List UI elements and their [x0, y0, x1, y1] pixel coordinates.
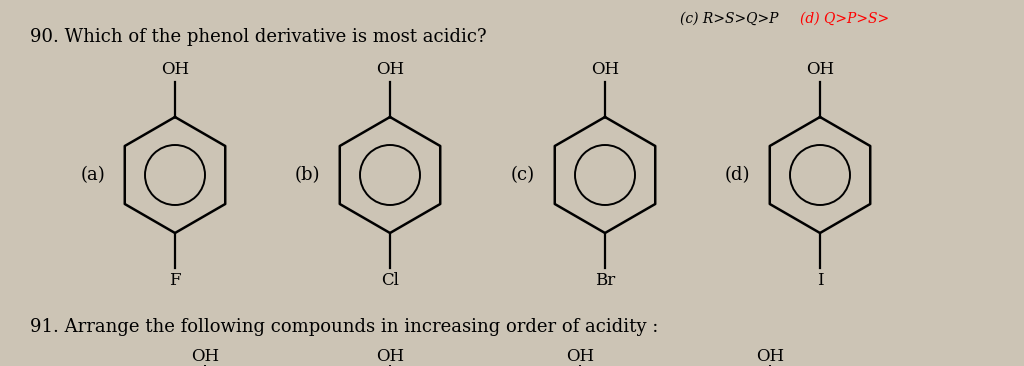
Text: (c): (c) — [511, 166, 535, 184]
Text: Cl: Cl — [381, 272, 399, 289]
Text: (c) R>S>Q>P: (c) R>S>Q>P — [680, 12, 778, 26]
Text: Br: Br — [595, 272, 615, 289]
Text: OH: OH — [591, 61, 620, 78]
Text: OH: OH — [190, 348, 219, 365]
Text: (b): (b) — [295, 166, 319, 184]
Text: OH: OH — [376, 348, 404, 365]
Text: OH: OH — [806, 61, 835, 78]
Text: I: I — [817, 272, 823, 289]
Text: (d) Q>P>S>: (d) Q>P>S> — [800, 12, 889, 26]
Text: OH: OH — [756, 348, 784, 365]
Text: F: F — [169, 272, 181, 289]
Text: OH: OH — [161, 61, 189, 78]
Text: 90. Which of the phenol derivative is most acidic?: 90. Which of the phenol derivative is mo… — [30, 28, 486, 46]
Text: 91. Arrange the following compounds in increasing order of acidity :: 91. Arrange the following compounds in i… — [30, 318, 658, 336]
Text: OH: OH — [376, 61, 404, 78]
Text: (d): (d) — [725, 166, 750, 184]
Text: OH: OH — [566, 348, 594, 365]
Text: (a): (a) — [80, 166, 105, 184]
